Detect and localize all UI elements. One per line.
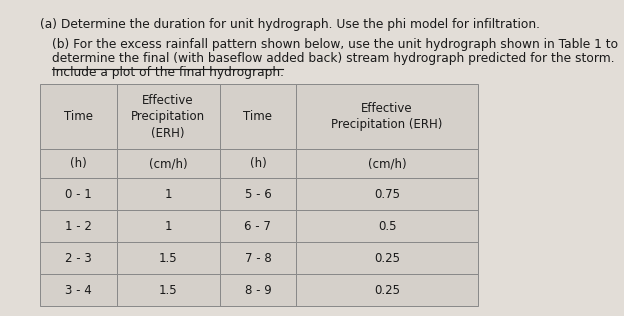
Text: 8 - 9: 8 - 9 xyxy=(245,284,271,297)
Bar xyxy=(117,210,220,242)
Text: 1: 1 xyxy=(164,188,172,201)
Bar xyxy=(296,274,478,306)
Text: Time: Time xyxy=(243,110,273,123)
Text: 0 - 1: 0 - 1 xyxy=(65,188,92,201)
Text: Effective
Precipitation (ERH): Effective Precipitation (ERH) xyxy=(331,102,443,131)
Text: 1.5: 1.5 xyxy=(158,252,177,265)
Bar xyxy=(40,84,117,149)
Bar xyxy=(220,242,296,274)
Text: (a) Determine the duration for unit hydrograph. Use the phi model for infiltrati: (a) Determine the duration for unit hydr… xyxy=(40,18,540,31)
Bar xyxy=(40,242,117,274)
Bar xyxy=(117,242,220,274)
Text: 1: 1 xyxy=(164,220,172,233)
Bar xyxy=(220,149,296,178)
Text: 7 - 8: 7 - 8 xyxy=(245,252,271,265)
Text: (h): (h) xyxy=(70,157,87,170)
Bar xyxy=(220,84,296,149)
Bar xyxy=(117,274,220,306)
Bar xyxy=(296,210,478,242)
Bar xyxy=(40,149,117,178)
Text: 0.25: 0.25 xyxy=(374,284,400,297)
Bar xyxy=(117,178,220,210)
Bar xyxy=(220,210,296,242)
Bar xyxy=(117,84,220,149)
Text: (h): (h) xyxy=(250,157,266,170)
Bar xyxy=(220,178,296,210)
Bar xyxy=(40,178,117,210)
Bar xyxy=(296,242,478,274)
Text: Effective
Precipitation
(ERH): Effective Precipitation (ERH) xyxy=(131,94,205,140)
Text: (b) For the excess rainfall pattern shown below, use the unit hydrograph shown i: (b) For the excess rainfall pattern show… xyxy=(52,38,618,51)
Text: 1 - 2: 1 - 2 xyxy=(65,220,92,233)
Bar xyxy=(296,178,478,210)
Text: 0.25: 0.25 xyxy=(374,252,400,265)
Text: (cm/h): (cm/h) xyxy=(149,157,187,170)
Text: (cm/h): (cm/h) xyxy=(368,157,406,170)
Text: 0.5: 0.5 xyxy=(378,220,396,233)
Text: Include a plot of the final hydrograph.: Include a plot of the final hydrograph. xyxy=(52,66,284,79)
Text: 0.75: 0.75 xyxy=(374,188,400,201)
Text: Time: Time xyxy=(64,110,93,123)
Bar xyxy=(296,149,478,178)
Text: 6 - 7: 6 - 7 xyxy=(245,220,271,233)
Bar xyxy=(40,210,117,242)
Text: 2 - 3: 2 - 3 xyxy=(65,252,92,265)
Bar xyxy=(220,274,296,306)
Bar xyxy=(40,274,117,306)
Text: 3 - 4: 3 - 4 xyxy=(65,284,92,297)
Text: 1.5: 1.5 xyxy=(158,284,177,297)
Text: determine the final (with baseflow added back) stream hydrograph predicted for t: determine the final (with baseflow added… xyxy=(52,52,615,65)
Text: 5 - 6: 5 - 6 xyxy=(245,188,271,201)
Bar xyxy=(296,84,478,149)
Bar xyxy=(117,149,220,178)
